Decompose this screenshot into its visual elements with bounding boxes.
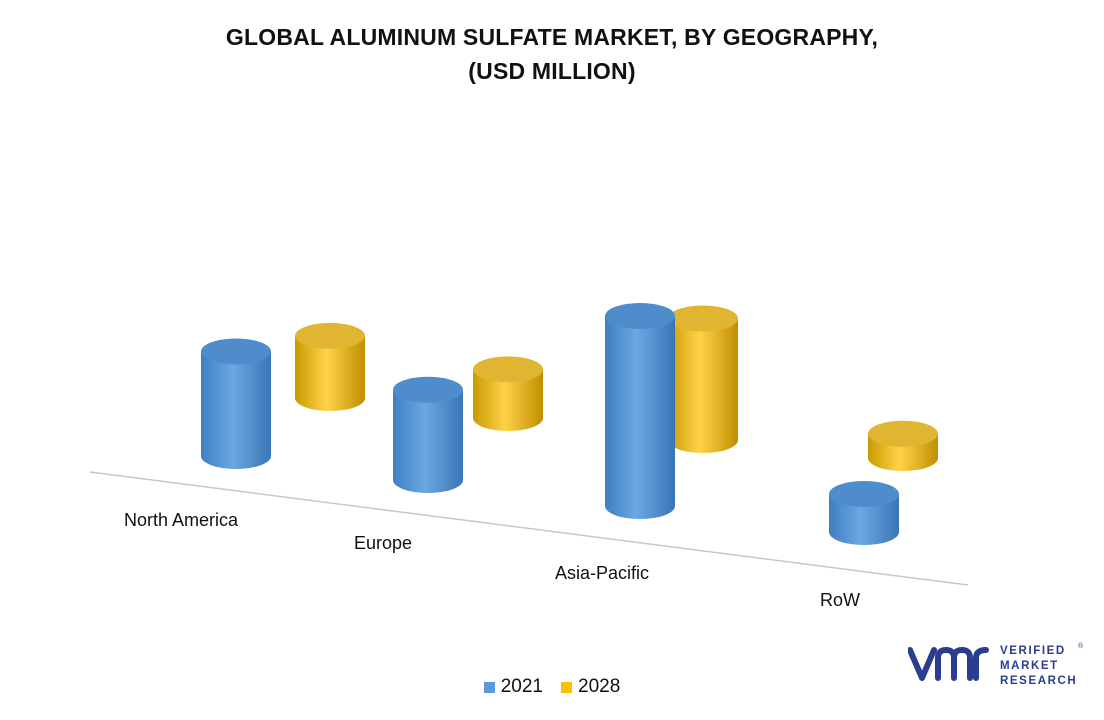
vmr-logo-mark-icon — [908, 646, 989, 681]
legend-swatch-2021 — [483, 681, 495, 693]
category-label-2: Asia-Pacific — [555, 563, 649, 583]
legend-item-2028: 2028 — [561, 676, 620, 698]
bar-2028-2-top — [668, 305, 738, 332]
bars-layer — [201, 303, 938, 545]
chart-title: GLOBAL ALUMINUM SULFATE MARKET, BY GEOGR… — [0, 20, 1104, 88]
bar-2021-3 — [829, 481, 899, 545]
logo-line-research: RESEARCH — [1000, 675, 1077, 687]
bar-2021-2 — [605, 303, 675, 519]
bar-2021-1-body — [393, 389, 463, 493]
bar-2021-0-top — [201, 338, 271, 365]
bar-2028-2-body — [668, 318, 738, 453]
chart-title-line2: (USD MILLION) — [468, 58, 636, 84]
bar-2028-1 — [473, 356, 543, 431]
legend-item-2021: 2021 — [483, 676, 543, 698]
bar-2021-0 — [201, 338, 271, 469]
bar-2028-1-body — [473, 369, 543, 431]
bar-2021-0-body — [201, 351, 271, 469]
category-label-3: RoW — [820, 590, 860, 610]
bar-2028-3 — [868, 420, 938, 471]
logo-line-verified: VERIFIED — [1000, 645, 1066, 657]
chart-title-line1: GLOBAL ALUMINUM SULFATE MARKET, BY GEOGR… — [225, 24, 879, 50]
bar-2021-1-top — [393, 376, 463, 403]
legend-label-2028: 2028 — [578, 676, 621, 697]
bar-2028-0-top — [295, 322, 365, 349]
floor-line — [89, 471, 969, 586]
logo-line-market: MARKET — [1000, 660, 1059, 672]
bar-2021-2-top — [605, 303, 675, 329]
category-label-1: Europe — [354, 533, 412, 553]
bar-2021-3-body — [829, 494, 899, 545]
bar-2028-3-top — [868, 420, 938, 447]
bar-2021-3-top — [829, 481, 899, 507]
category-label-0: North America — [124, 510, 239, 530]
vmr-logo: VERIFIED MARKET RESEARCH ® — [908, 642, 1084, 687]
legend-label-2021: 2021 — [500, 676, 543, 697]
bar-2028-1-top — [473, 356, 543, 383]
bar-2021-1 — [393, 376, 463, 493]
bar-2028-0-body — [295, 335, 365, 411]
bar-2021-2-body — [605, 316, 675, 519]
legend-swatch-2028 — [561, 681, 572, 693]
registered-icon: ® — [1078, 642, 1084, 650]
bar-2028-2 — [668, 305, 738, 453]
bar-2028-0 — [295, 322, 365, 411]
legend: 2021 2028 — [0, 676, 1104, 698]
category-labels: North America Europe Asia-Pacific RoW — [124, 510, 860, 610]
